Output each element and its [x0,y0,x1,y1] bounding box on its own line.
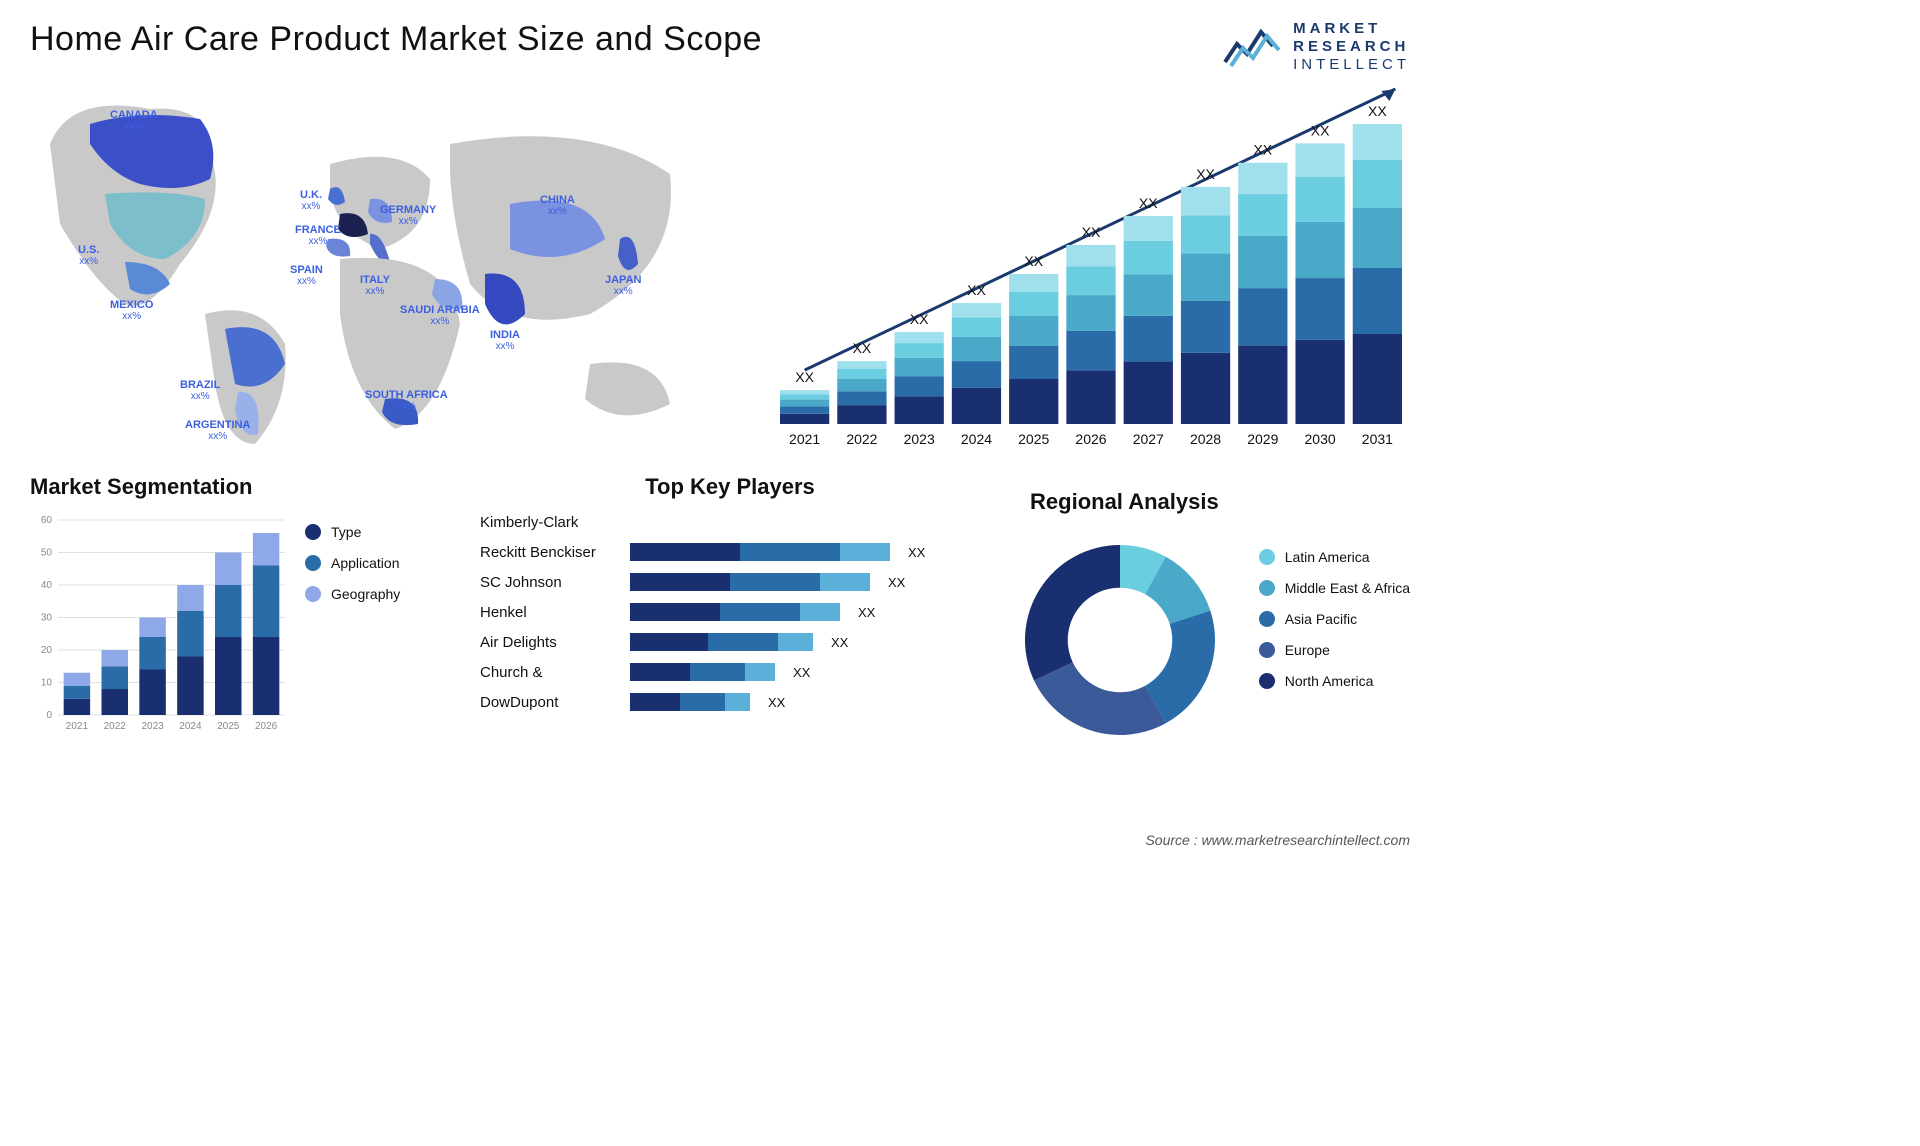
map-label: GERMANYxx% [380,204,436,227]
map-label: INDIAxx% [490,329,520,352]
svg-text:20: 20 [41,645,53,656]
svg-text:XX: XX [1253,142,1272,158]
svg-text:XX: XX [1311,122,1330,138]
legend-item: Europe [1259,642,1410,658]
svg-text:XX: XX [795,369,814,385]
svg-text:2023: 2023 [904,431,935,447]
player-row: Kimberly-Clark [480,510,980,534]
svg-text:40: 40 [41,580,53,591]
source-text: Source : www.marketresearchintellect.com [1145,832,1410,848]
logo: MARKET RESEARCH INTELLECT [1223,20,1410,74]
map-label: FRANCExx% [295,224,341,247]
svg-text:2022: 2022 [846,431,877,447]
regional-title: Regional Analysis [1010,489,1239,515]
legend-item: Application [305,555,400,571]
logo-line1: MARKET [1293,20,1410,38]
map-label: MEXICOxx% [110,299,153,322]
player-row: Church &XX [480,660,980,684]
player-row: SC JohnsonXX [480,570,980,594]
map-label: CANADAxx% [110,109,158,132]
main-bar-chart: XX 2021 XX 2022 XX 2023 XX 2024 XX 2025 XX 2026 XX 20… [760,84,1420,454]
svg-text:2025: 2025 [217,721,240,732]
svg-text:60: 60 [41,515,53,526]
svg-text:XX: XX [853,340,872,356]
svg-text:XX: XX [967,282,986,298]
svg-text:2021: 2021 [66,721,89,732]
segmentation-title: Market Segmentation [30,474,290,500]
legend-item: Asia Pacific [1259,611,1410,627]
svg-text:XX: XX [1082,224,1101,240]
svg-text:2023: 2023 [141,721,164,732]
map-label: SOUTH AFRICAxx% [365,389,448,412]
svg-text:XX: XX [1024,253,1043,269]
map-label: U.S.xx% [78,244,99,267]
svg-text:2030: 2030 [1305,431,1336,447]
player-row: DowDupontXX [480,690,980,714]
map-label: JAPANxx% [605,274,641,297]
svg-text:10: 10 [41,678,53,689]
svg-text:2022: 2022 [104,721,127,732]
map-label: BRAZILxx% [180,379,220,402]
map-label: SPAINxx% [290,264,323,287]
legend-item: North America [1259,673,1410,689]
player-row: Air DelightsXX [480,630,980,654]
map-label: CHINAxx% [540,194,575,217]
legend-item: Middle East & Africa [1259,580,1410,596]
legend-item: Geography [305,586,400,602]
svg-text:2024: 2024 [961,431,992,447]
svg-text:XX: XX [1139,195,1158,211]
svg-text:2031: 2031 [1362,431,1393,447]
players-title: Top Key Players [480,474,980,500]
map-label: ITALYxx% [360,274,390,297]
segmentation-chart: 0 10 20 30 40 50 60 2021 2022 2023 2024 2025 2026 [30,510,290,740]
legend-item: Type [305,524,400,540]
svg-text:XX: XX [910,311,929,327]
logo-line3: INTELLECT [1293,56,1410,74]
svg-text:2021: 2021 [789,431,820,447]
svg-text:2024: 2024 [179,721,202,732]
svg-text:2025: 2025 [1018,431,1049,447]
player-row: HenkelXX [480,600,980,624]
page-title: Home Air Care Product Market Size and Sc… [30,20,762,59]
svg-text:2028: 2028 [1190,431,1221,447]
svg-text:2029: 2029 [1247,431,1278,447]
svg-text:2026: 2026 [1075,431,1106,447]
svg-text:50: 50 [41,548,53,559]
svg-text:2027: 2027 [1133,431,1164,447]
svg-text:0: 0 [46,710,52,721]
logo-line2: RESEARCH [1293,38,1410,56]
svg-text:30: 30 [41,613,53,624]
legend-item: Latin America [1259,549,1410,565]
svg-text:2026: 2026 [255,721,278,732]
regional-donut [1010,525,1230,745]
player-row: Reckitt BenckiserXX [480,540,980,564]
map-label: ARGENTINAxx% [185,419,250,442]
svg-text:XX: XX [1196,166,1215,182]
players-chart: Kimberly-Clark Reckitt BenckiserXX SC John… [480,510,980,714]
map-label: U.K.xx% [300,189,322,212]
world-map: CANADAxx% U.S.xx% MEXICOxx% BRAZILxx% ARGENT… [30,84,730,454]
map-label: SAUDI ARABIAxx% [400,304,480,327]
svg-text:XX: XX [1368,103,1387,119]
